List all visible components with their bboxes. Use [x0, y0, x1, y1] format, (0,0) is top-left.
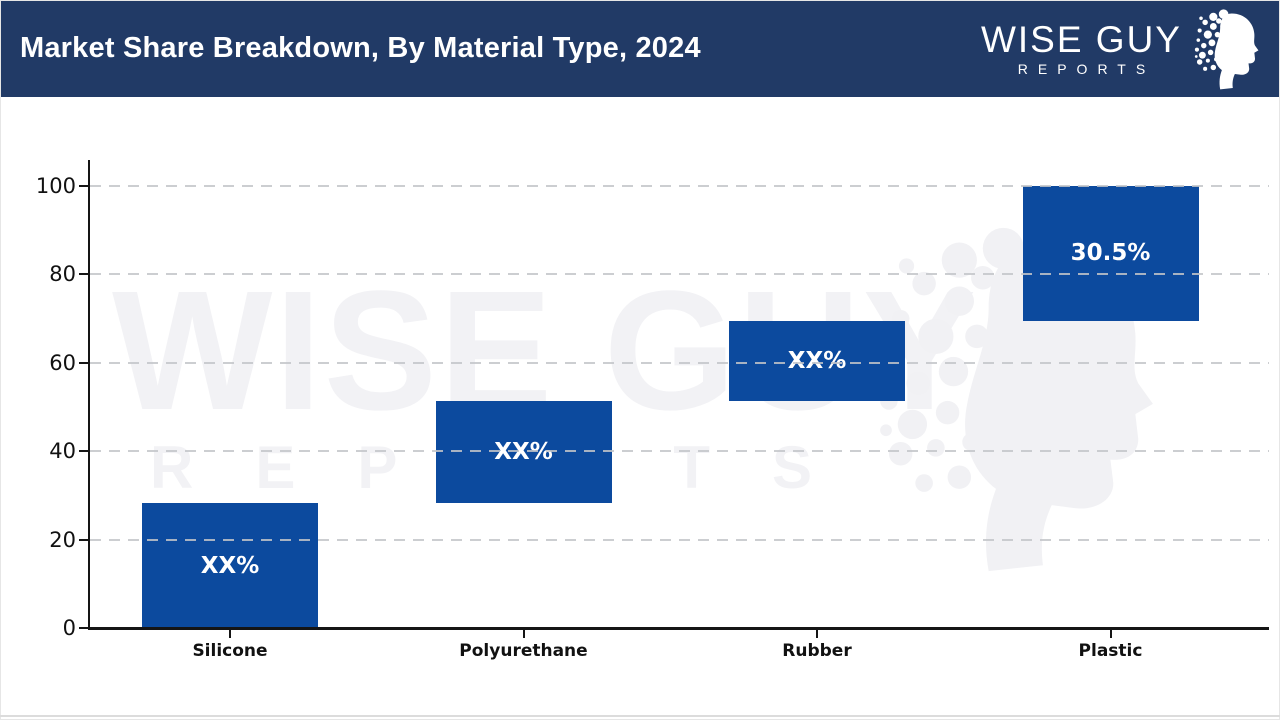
bar-value-label: 30.5%: [1070, 240, 1151, 267]
y-axis: [88, 160, 90, 629]
y-tick-mark: [79, 627, 88, 629]
x-tick-mark: [816, 630, 818, 638]
logo-wordmark-line2: REPORTS: [1017, 61, 1156, 77]
gridline: [90, 185, 1269, 187]
bar-plastic: 30.5%: [1022, 186, 1199, 321]
y-tick-label: 0: [62, 616, 76, 640]
x-category-label: Silicone: [192, 641, 268, 661]
page-title: Market Share Breakdown, By Material Type…: [20, 32, 701, 64]
bar-value-label: XX%: [200, 552, 260, 579]
y-tick-label: 40: [49, 439, 76, 464]
wiseguy-logo: WISE GUY REPORTS: [981, 8, 1266, 90]
bar-rubber: XX%: [729, 320, 905, 401]
bar-silicone: XX%: [142, 503, 318, 628]
bottom-divider: [0, 715, 1280, 717]
gridline: [90, 273, 1269, 276]
logo-wordmark-line1: WISE GUY: [980, 19, 1182, 60]
gridline: [90, 538, 1269, 541]
y-tick-label: 20: [49, 527, 76, 552]
y-tick-mark: [79, 538, 88, 541]
y-tick-mark: [79, 273, 88, 276]
chart-area: WISE GUY REPORTS XX%XX%XX%30.5% 02040608…: [0, 97, 1280, 717]
y-tick-mark: [79, 450, 88, 453]
y-tick-mark: [79, 185, 88, 187]
x-tick-mark: [522, 630, 525, 638]
y-tick-label: 60: [49, 350, 76, 375]
x-tick-mark: [1109, 630, 1112, 638]
x-tick-mark: [229, 630, 231, 638]
bar-value-label: XX%: [787, 347, 847, 374]
y-tick-mark: [79, 361, 88, 364]
gridline: [90, 450, 1269, 453]
x-category-label: Polyurethane: [459, 641, 588, 661]
x-category-label: Rubber: [782, 641, 852, 661]
logo-wordmark: WISE GUY REPORTS: [981, 21, 1182, 76]
header-bar: Market Share Breakdown, By Material Type…: [0, 0, 1280, 97]
y-tick-label: 100: [35, 174, 76, 198]
x-category-label: Plastic: [1078, 641, 1143, 661]
gridline: [90, 361, 1269, 364]
wiseguy-face-icon: [1194, 8, 1259, 89]
x-axis: [88, 627, 1269, 630]
y-tick-label: 80: [49, 262, 76, 287]
